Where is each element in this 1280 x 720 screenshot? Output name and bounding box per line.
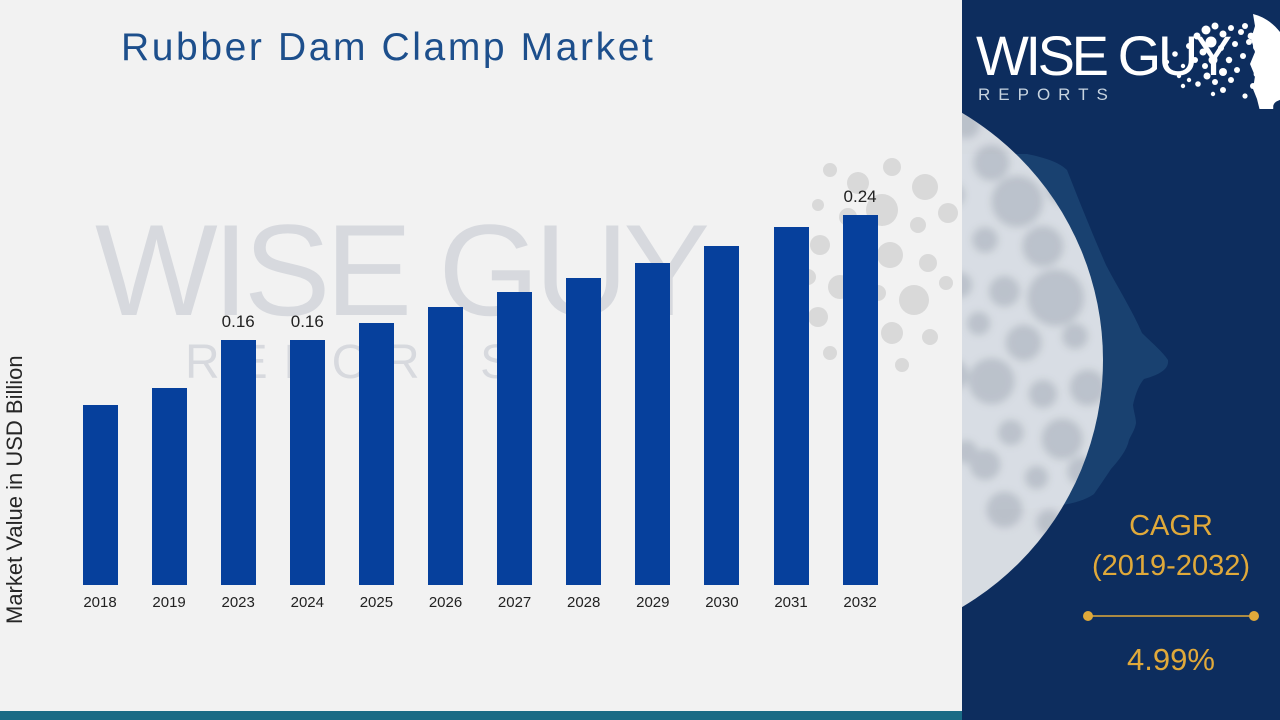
svg-text:REPORTS: REPORTS [978, 85, 1116, 104]
